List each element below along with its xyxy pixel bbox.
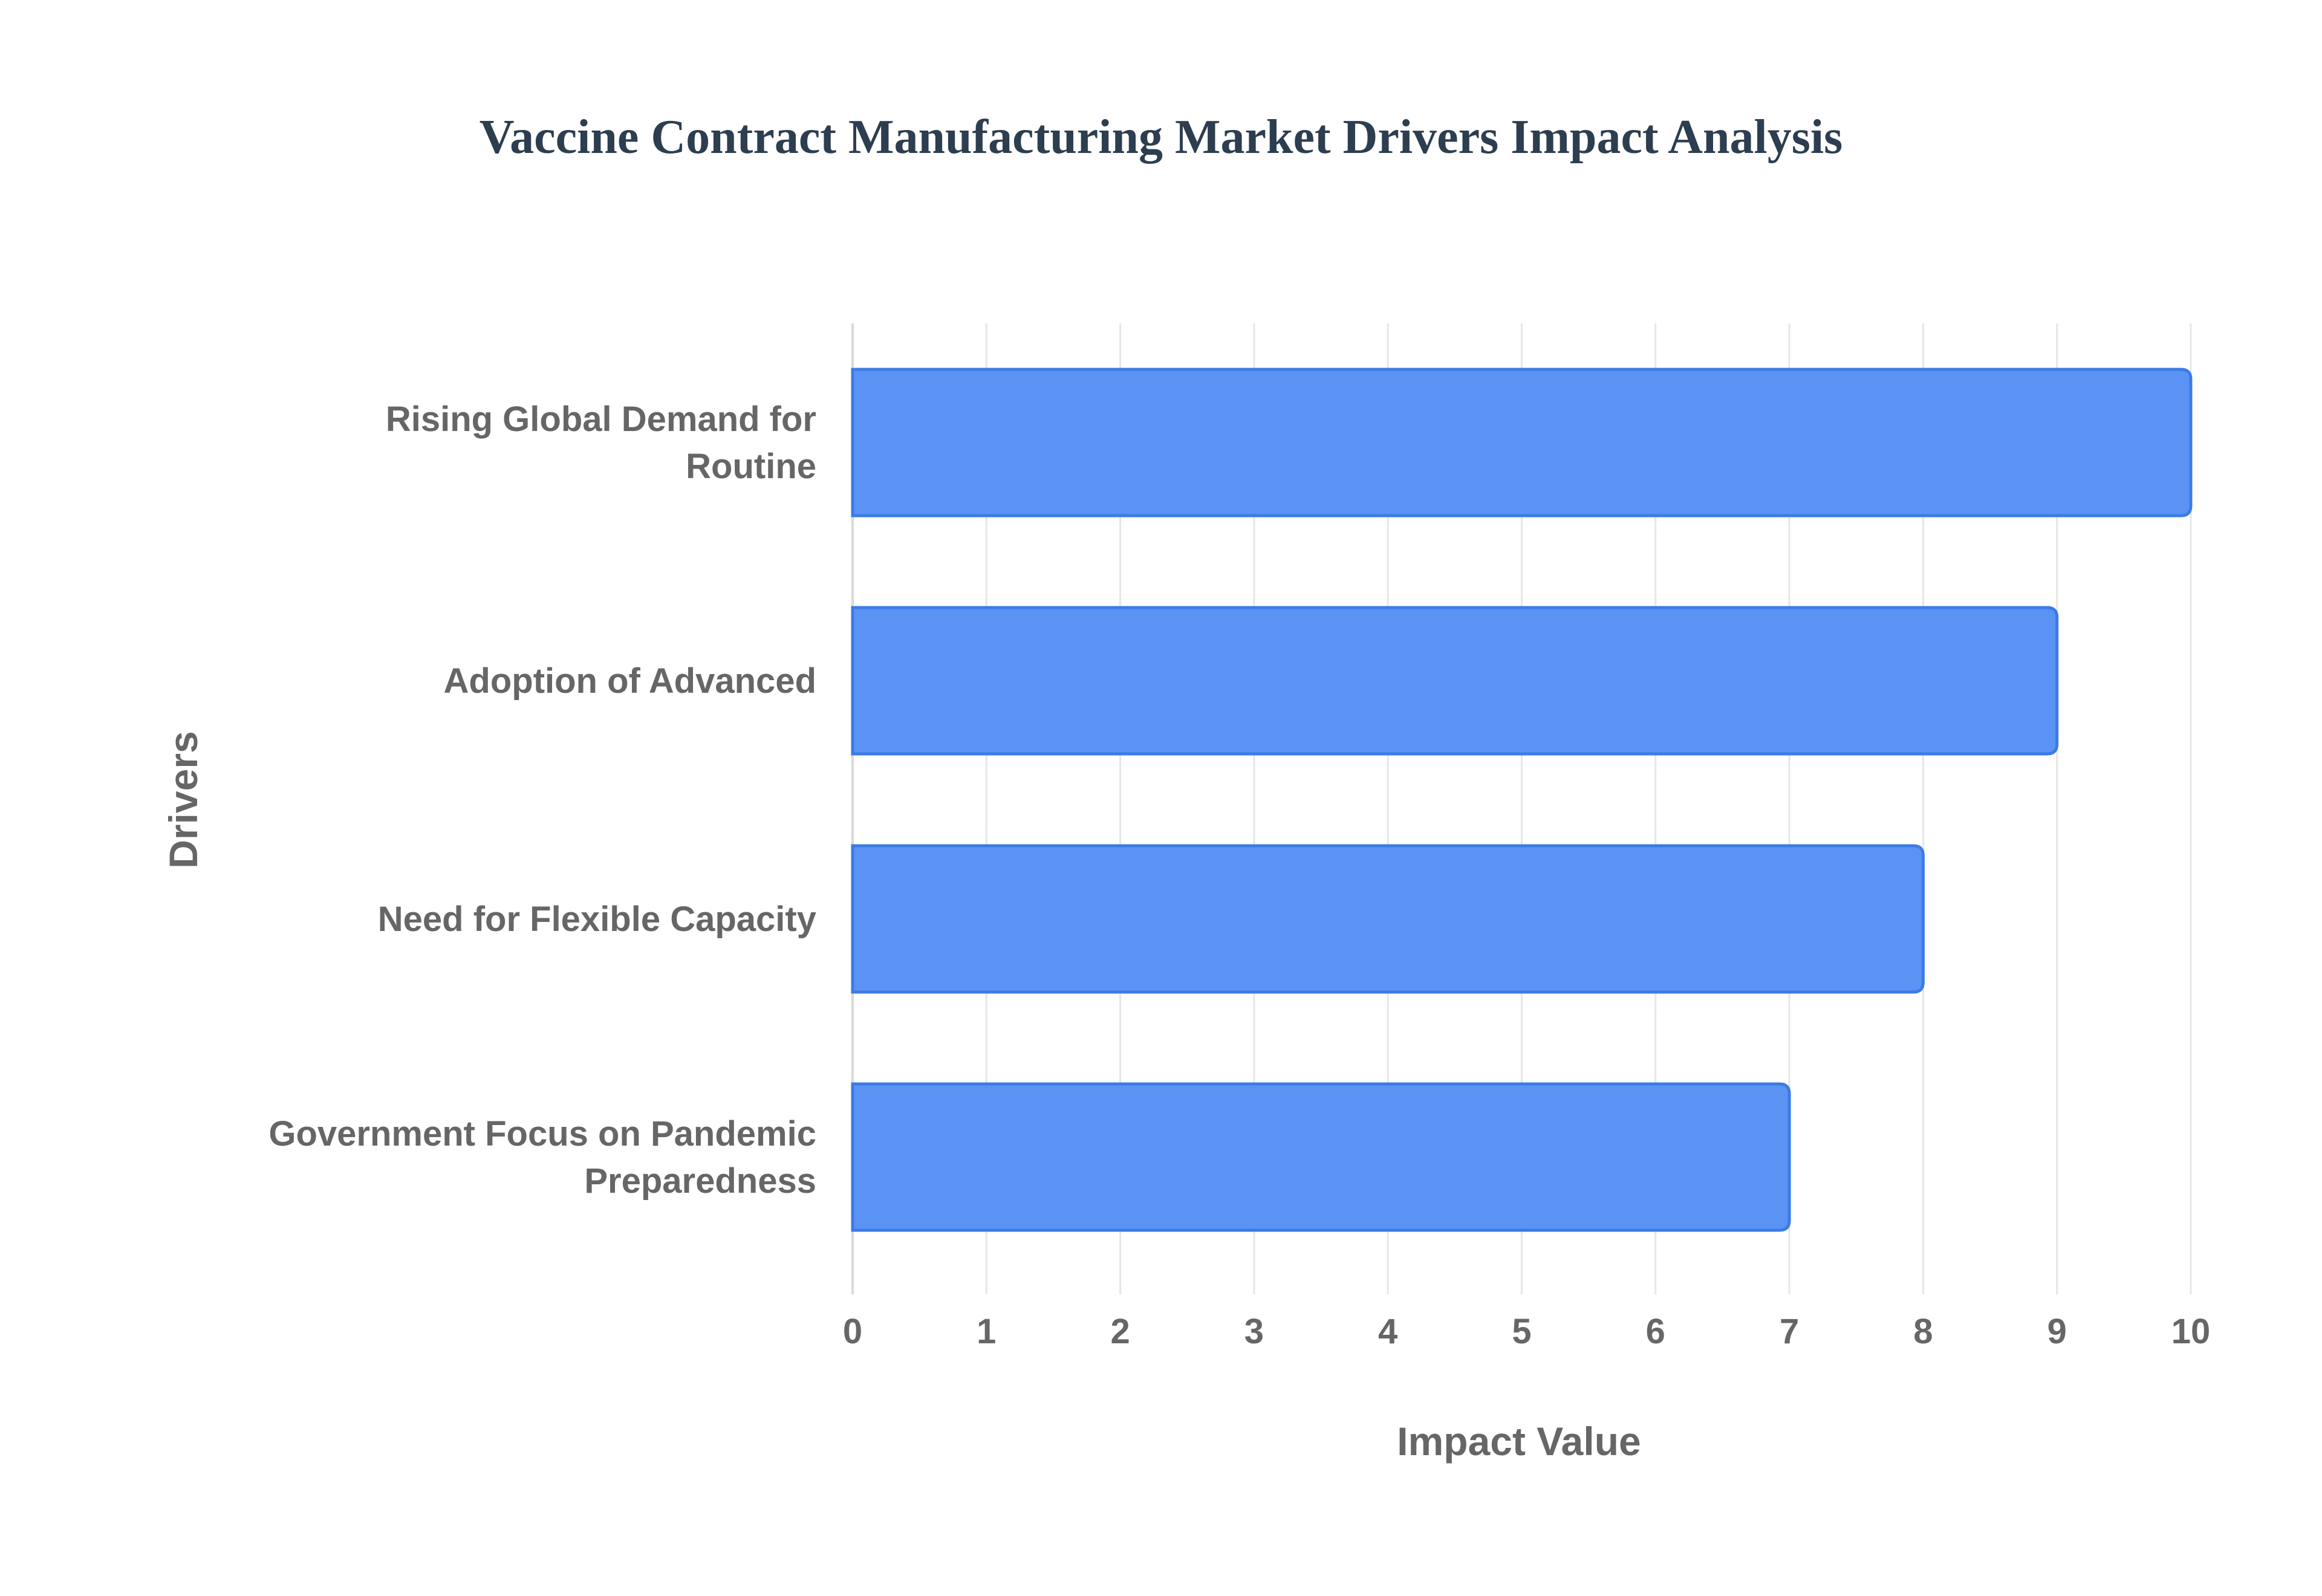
x-axis-title: Impact Value — [1397, 1419, 1641, 1464]
x-tick-label: 9 — [2047, 1312, 2067, 1351]
category-label-line: Preparedness — [584, 1161, 816, 1201]
y-axis-title: Drivers — [161, 731, 206, 869]
x-tick-label: 0 — [843, 1312, 862, 1351]
x-tick-label: 6 — [1646, 1312, 1665, 1351]
bar[interactable] — [851, 1082, 1791, 1232]
category-label-line: Adoption of Advanced — [444, 661, 816, 701]
bars — [851, 368, 2193, 1232]
category-label: Need for Flexible Capacity — [378, 900, 816, 939]
x-tick-label: 8 — [1913, 1312, 1933, 1351]
category-label: Adoption of Advanced — [444, 661, 816, 701]
bar[interactable] — [851, 606, 2059, 756]
x-tick-label: 4 — [1378, 1312, 1397, 1351]
x-tick-label: 3 — [1244, 1312, 1264, 1351]
chart-title: Vaccine Contract Manufacturing Market Dr… — [480, 111, 1843, 164]
category-label-line: Government Focus on Pandemic — [268, 1114, 816, 1153]
category-labels: Rising Global Demand for Routine Adoption … — [268, 400, 816, 1201]
category-label-line: Need for Flexible Capacity — [378, 900, 816, 939]
category-label: Government Focus on Pandemic Preparedness — [268, 1114, 816, 1201]
x-tick-label: 10 — [2171, 1312, 2211, 1351]
bar[interactable] — [851, 844, 1925, 994]
x-tick-label: 5 — [1512, 1312, 1531, 1351]
category-label-line: Routine — [686, 447, 816, 486]
x-tick-label: 2 — [1110, 1312, 1130, 1351]
category-label: Rising Global Demand for Routine — [386, 400, 816, 486]
x-tick-labels: 0 1 2 3 4 5 6 7 8 9 10 — [843, 1312, 2210, 1351]
x-tick-label: 7 — [1780, 1312, 1799, 1351]
bar[interactable] — [851, 368, 2193, 517]
category-label-line: Rising Global Demand for — [386, 400, 816, 439]
x-tick-label: 1 — [977, 1312, 996, 1351]
